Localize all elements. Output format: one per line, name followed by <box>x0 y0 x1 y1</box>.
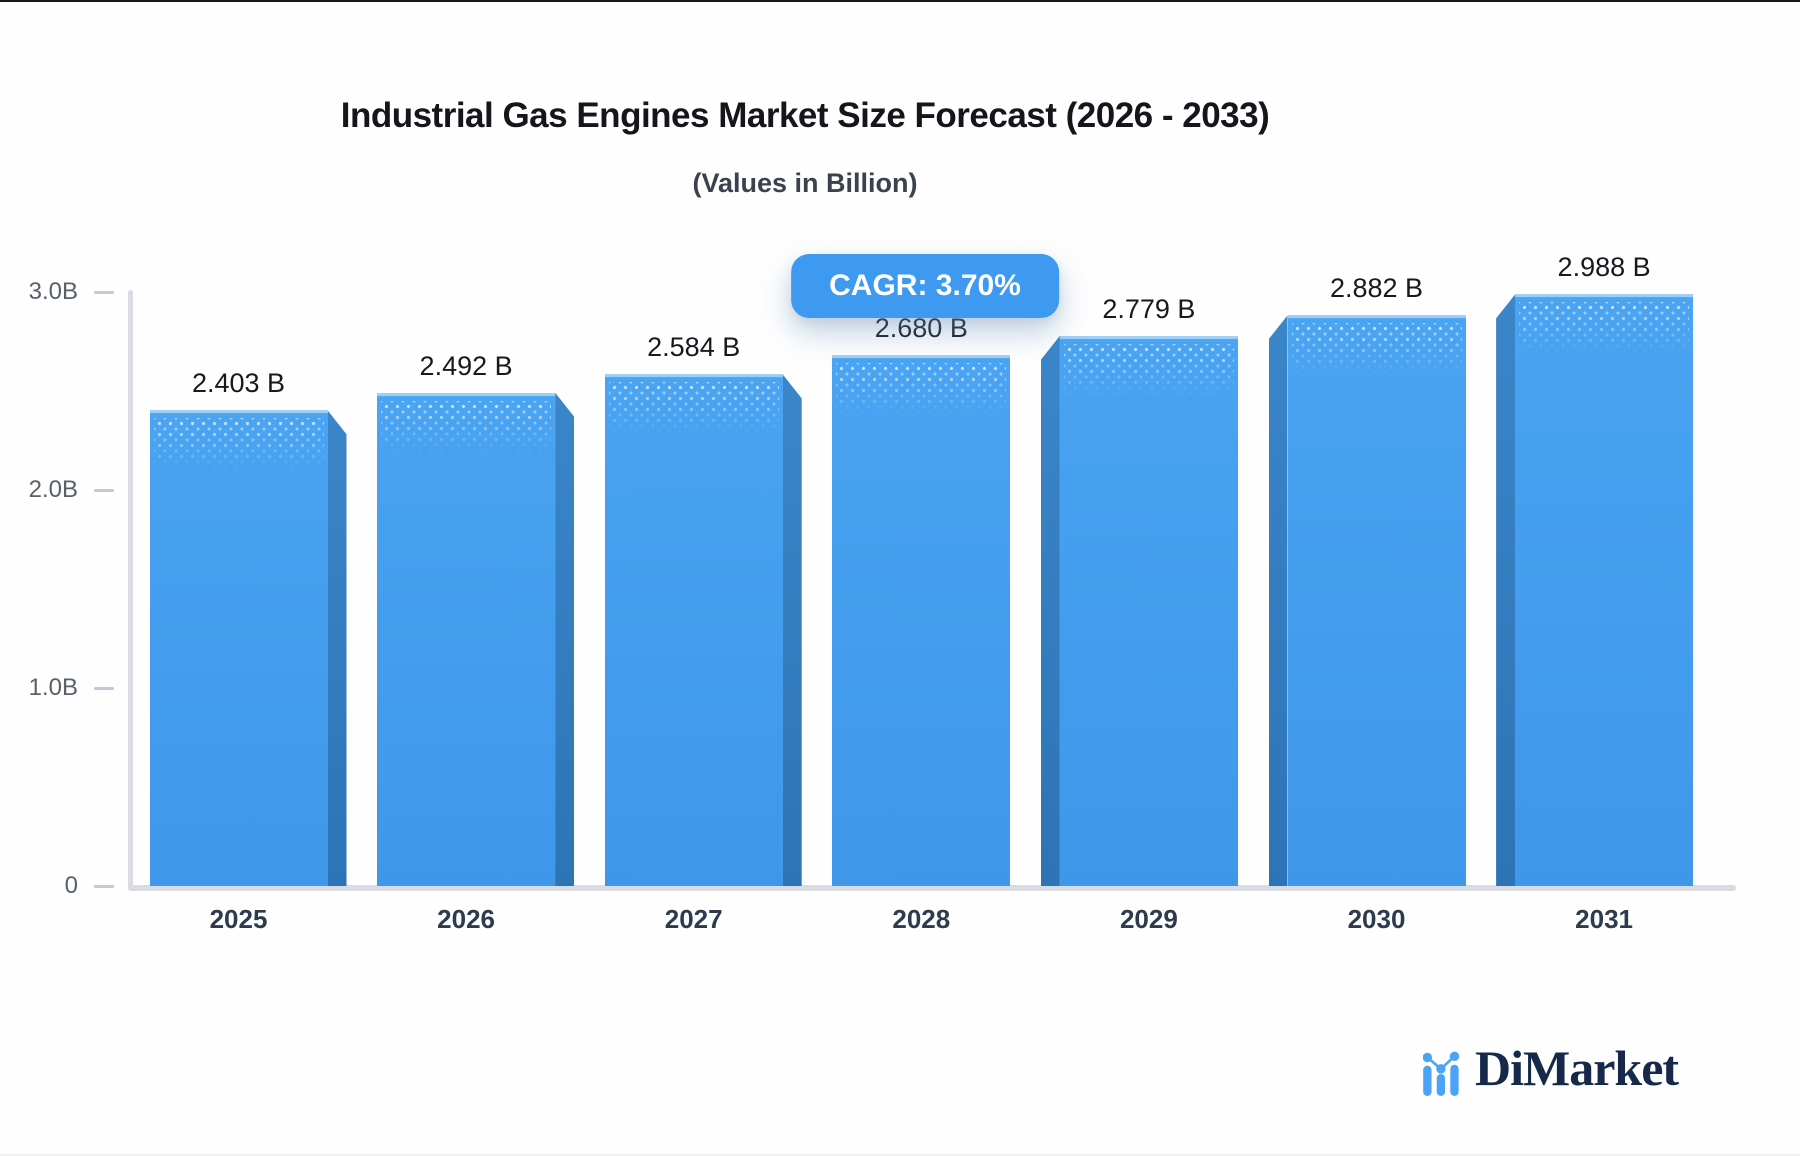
chart-subtitle: (Values in Billion) <box>692 168 918 198</box>
logo-text: DiMarket <box>1475 1040 1679 1096</box>
y-axis-tick-label: 0 <box>64 872 78 899</box>
bar-face <box>1059 335 1238 886</box>
bar-face <box>1287 315 1466 886</box>
y-axis-tick-mark <box>94 885 114 888</box>
bar-side-3d <box>782 374 802 886</box>
y-axis-tick-label: 2.0B <box>28 476 78 503</box>
bar-2025[interactable] <box>149 410 347 886</box>
bar-side-3d <box>1496 294 1516 886</box>
chart-title: Industrial Gas Engines Market Size Forec… <box>340 96 1270 135</box>
y-axis-tick-label: 3.0B <box>28 278 78 305</box>
bar-2028[interactable] <box>832 355 1011 886</box>
x-axis-label-2028: 2028 <box>892 904 951 934</box>
bar-face <box>149 410 328 886</box>
x-axis-line <box>128 885 1736 891</box>
bar-value-label-2026: 2.492 B <box>419 350 513 381</box>
cagr-badge: CAGR: 3.70% <box>791 254 1059 318</box>
bar-side-3d <box>1040 335 1060 886</box>
bar-2026[interactable] <box>377 392 575 886</box>
x-axis-label-2029: 2029 <box>1119 904 1178 934</box>
bar-face <box>832 355 1011 886</box>
x-axis-label-2027: 2027 <box>664 904 723 934</box>
bar-face <box>604 374 783 886</box>
x-axis-label-2026: 2026 <box>437 904 496 934</box>
dimarket-logo: DiMarket <box>1423 1040 1679 1096</box>
x-axis-label-2030: 2030 <box>1347 904 1406 934</box>
y-axis-tick-mark <box>94 687 114 690</box>
bar-side-3d <box>1268 315 1288 886</box>
bar-value-label-2031: 2.988 B <box>1557 252 1651 283</box>
x-axis-label-2025: 2025 <box>209 904 268 934</box>
y-axis-line <box>128 290 133 889</box>
bar-side-3d <box>327 410 347 886</box>
bar-2027[interactable] <box>604 374 802 886</box>
bar-value-label-2027: 2.584 B <box>647 332 741 363</box>
bar-value-label-2029: 2.779 B <box>1102 293 1196 324</box>
bar-face <box>377 392 556 886</box>
y-axis-tick-mark <box>94 291 114 294</box>
mini-bar-chart-icon <box>1423 1051 1460 1096</box>
bar-value-label-2030: 2.882 B <box>1329 273 1424 304</box>
bar-side-3d <box>555 392 575 886</box>
bar-value-label-2025: 2.403 B <box>191 368 286 399</box>
bar-2031[interactable] <box>1496 294 1694 886</box>
x-axis-label-2031: 2031 <box>1575 904 1634 934</box>
bar-value-label-2028: 2.680 B <box>874 313 968 344</box>
y-axis-tick-label: 1.0B <box>28 674 78 701</box>
bar-2029[interactable] <box>1040 335 1238 886</box>
y-axis-tick-mark <box>94 489 114 492</box>
bar-face <box>1515 294 1694 886</box>
bar-2030[interactable] <box>1268 315 1466 886</box>
